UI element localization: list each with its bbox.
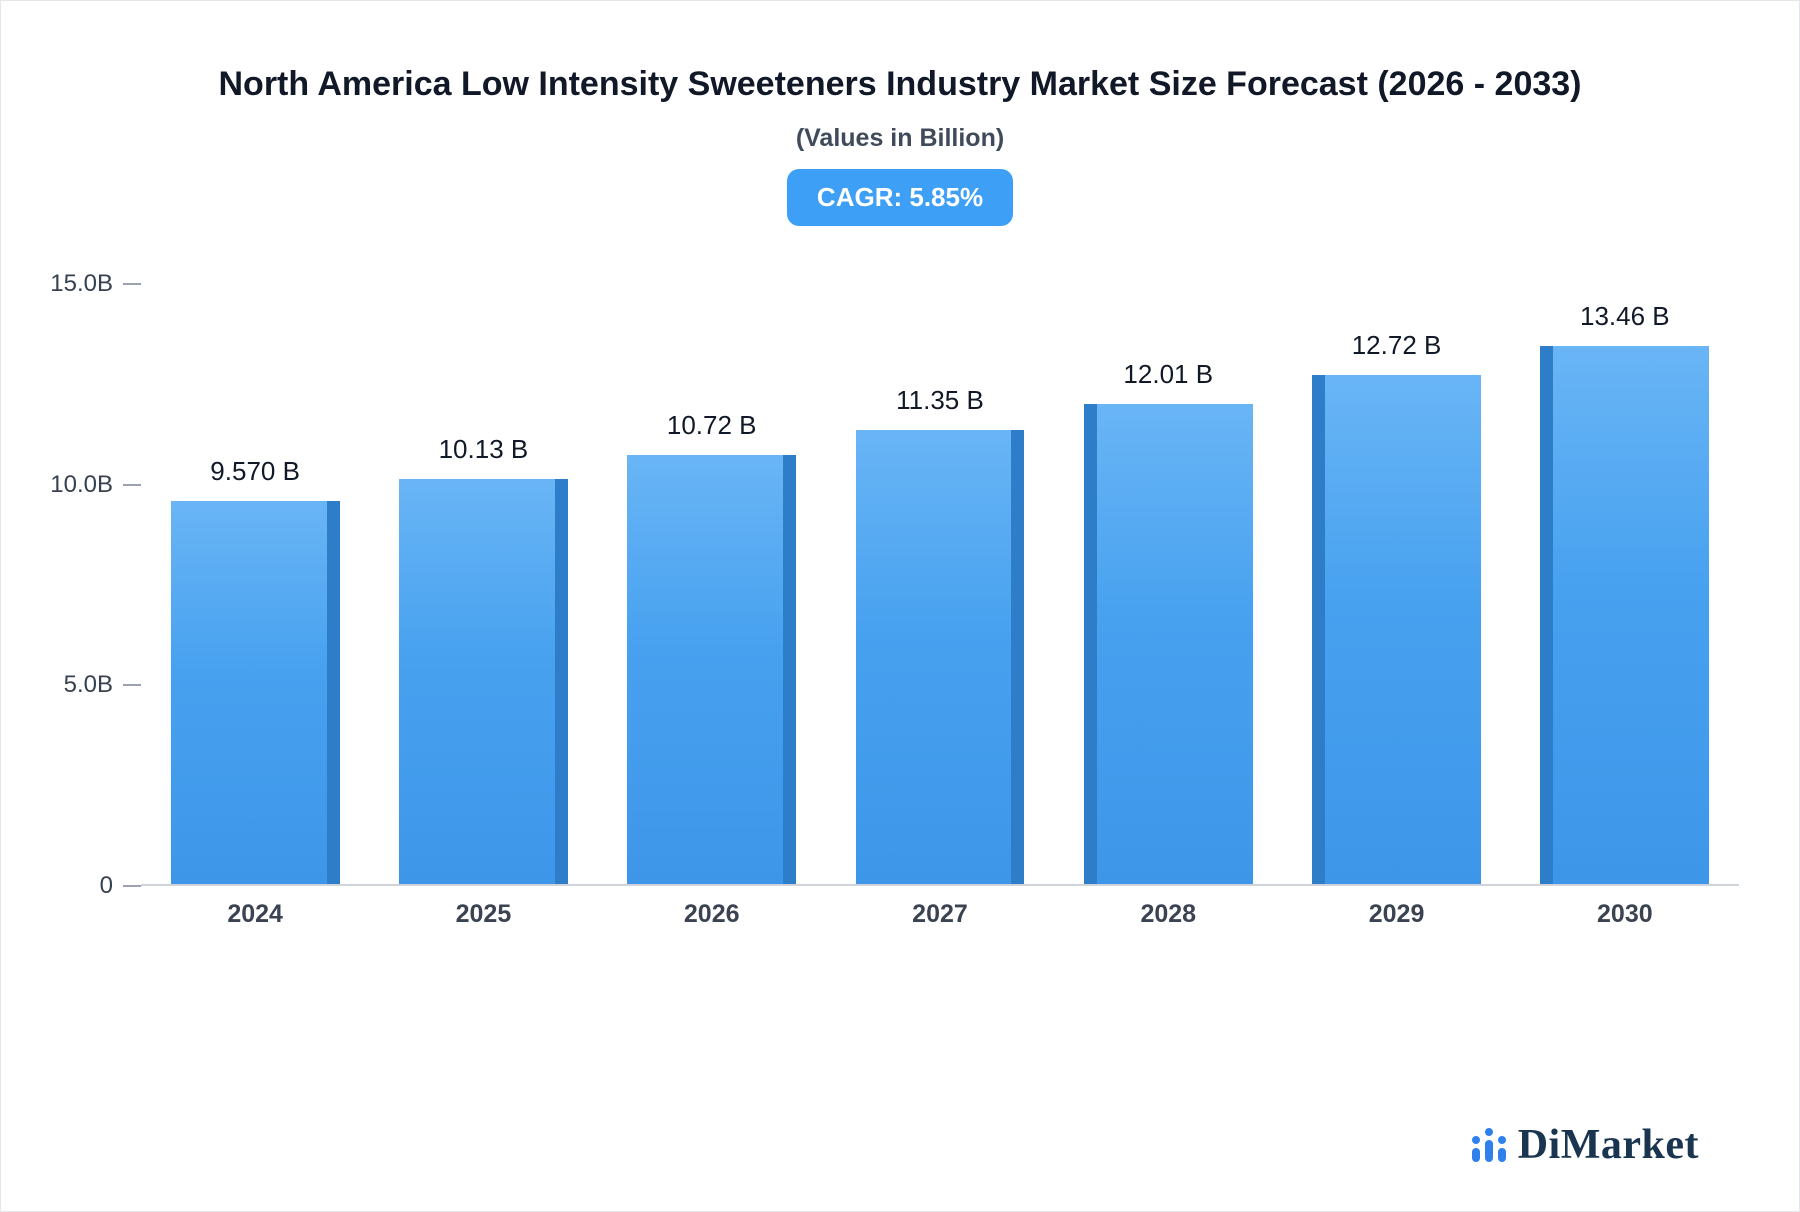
x-axis-label-2027: 2027 [912, 900, 968, 928]
y-tick-15.0B: 15.0B [50, 270, 141, 298]
cagr-badge: CAGR: 5.85% [786, 169, 1014, 226]
chart-area: 0 5.0B 10.0B 15.0B 9.570 B 10.13 B 10.72 B 11.… [31, 270, 1739, 899]
bar-2029: 12.72 B [1312, 330, 1481, 884]
bar-slot: 10.72 B [598, 284, 826, 884]
bar-2026: 10.72 B [627, 410, 797, 884]
y-axis: 0 5.0B 10.0B 15.0B [31, 270, 141, 899]
bar-value-label: 12.01 B [1123, 358, 1214, 389]
bar-value-label: 11.35 B [896, 385, 984, 415]
y-tick-label: 10.0B [50, 470, 113, 498]
bar-value-label: 9.570 B [210, 456, 300, 487]
x-axis-label-2028: 2028 [1140, 900, 1197, 928]
tick-mark [123, 483, 141, 486]
bar-2025: 10.13 B [398, 434, 568, 885]
dimarket-bars-icon [1471, 1128, 1506, 1169]
y-tick-label: 15.0B [50, 270, 113, 297]
bar-2030: 13.46 B [1540, 301, 1710, 885]
plot-area: 9.570 B 10.13 B 10.72 B 11.35 B 12.01 B 12.72… [141, 284, 1739, 886]
bar-slot: 9.570 B [141, 284, 369, 884]
brand-logo: DiMarket [1471, 1121, 1699, 1169]
brand-name: DiMarket [1517, 1122, 1699, 1168]
x-axis-label-2024: 2024 [227, 900, 283, 928]
bar-slot: 12.01 B [1054, 284, 1282, 885]
x-axis-labels: 2024 2025 2026 2027 2028 2029 2030 [141, 900, 1739, 929]
chart-title: North America Low Intensity Sweeteners I… [218, 65, 1582, 103]
y-tick-0: 0 [100, 872, 141, 900]
bar-value-label: 10.13 B [438, 433, 529, 464]
bar-2024: 9.570 B [170, 456, 340, 884]
x-axis-label-2025: 2025 [455, 900, 512, 928]
chart-subtitle: (Values in Billion) [795, 124, 1005, 152]
y-tick-10.0B: 10.0B [50, 471, 141, 499]
bar-value-label: 10.72 B [666, 410, 757, 441]
bar-slot: 13.46 B [1511, 284, 1739, 885]
tick-mark [123, 283, 141, 285]
tick-mark [123, 684, 141, 687]
bars: 9.570 B 10.13 B 10.72 B 11.35 B 12.01 B 12.72… [141, 284, 1739, 885]
bar-slot: 10.13 B [369, 284, 597, 885]
badge-row: CAGR: 5.85% [1, 169, 1799, 226]
bar-2028: 12.01 B [1083, 359, 1253, 885]
tick-mark [123, 885, 141, 887]
x-axis-label-2026: 2026 [683, 900, 740, 928]
bar-value-label: 12.72 B [1351, 330, 1442, 361]
x-axis-label-2030: 2030 [1597, 900, 1653, 928]
bar-slot: 12.72 B [1282, 284, 1510, 884]
y-tick-5.0B: 5.0B [64, 671, 141, 699]
bar-slot: 11.35 B [826, 284, 1054, 884]
x-axis-label-2029: 2029 [1368, 900, 1425, 928]
y-tick-label: 5.0B [63, 671, 113, 699]
y-tick-label: 0 [99, 872, 113, 899]
bar-value-label: 13.46 B [1579, 300, 1670, 331]
bar-2027: 11.35 B [855, 385, 1025, 884]
